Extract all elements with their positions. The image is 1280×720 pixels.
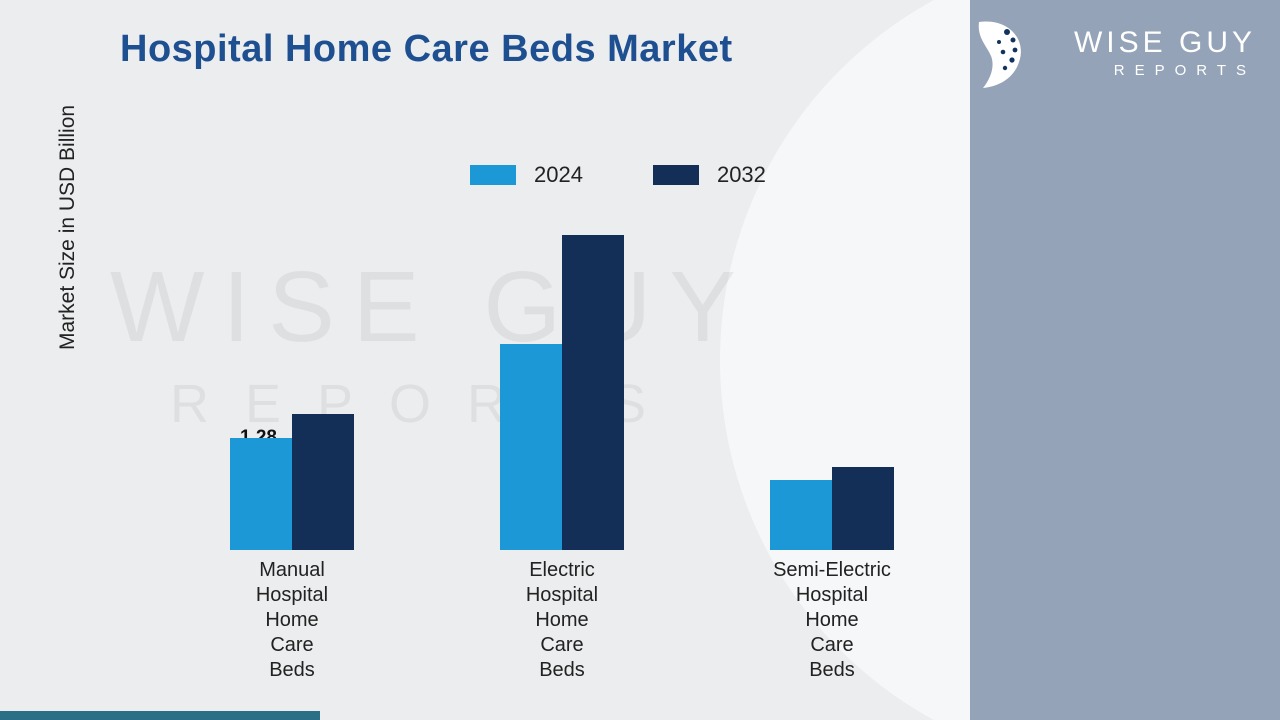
brand-line-2: REPORTS [1074,62,1256,79]
legend-item: 2032 [653,162,766,188]
legend-label: 2024 [534,162,583,188]
bar [230,438,292,550]
bar [562,235,624,550]
chart-title: Hospital Home Care Beds Market [120,28,733,71]
chart-legend: 2024 2032 [470,162,766,188]
bar-group [230,200,390,550]
bottom-accent-bar [0,711,320,720]
bar [292,414,354,550]
legend-swatch [653,165,699,185]
bar [770,480,832,550]
plot-region: 1.28 ManualHospitalHomeCareBedsElectricH… [190,200,950,550]
bar [832,467,894,550]
bar-group [770,200,930,550]
category-label: ElectricHospitalHomeCareBeds [482,558,642,683]
legend-label: 2032 [717,162,766,188]
brand-line-1: WISE GUY [1074,26,1256,60]
legend-item: 2024 [470,162,583,188]
bar-group [500,200,660,550]
chart-canvas: Hospital Home Care Beds Market WISE GUY … [0,0,1280,720]
brand-head-icon [969,20,1025,90]
category-label: Semi-ElectricHospitalHomeCareBeds [752,558,912,683]
brand-logo: WISE GUY REPORTS [1074,26,1256,79]
legend-swatch [470,165,516,185]
bar [500,344,562,550]
y-axis-label: Market Size in USD Billion [56,105,80,350]
category-label: ManualHospitalHomeCareBeds [212,558,372,683]
chart-area: Market Size in USD Billion 2024 2032 1.2… [100,150,970,700]
